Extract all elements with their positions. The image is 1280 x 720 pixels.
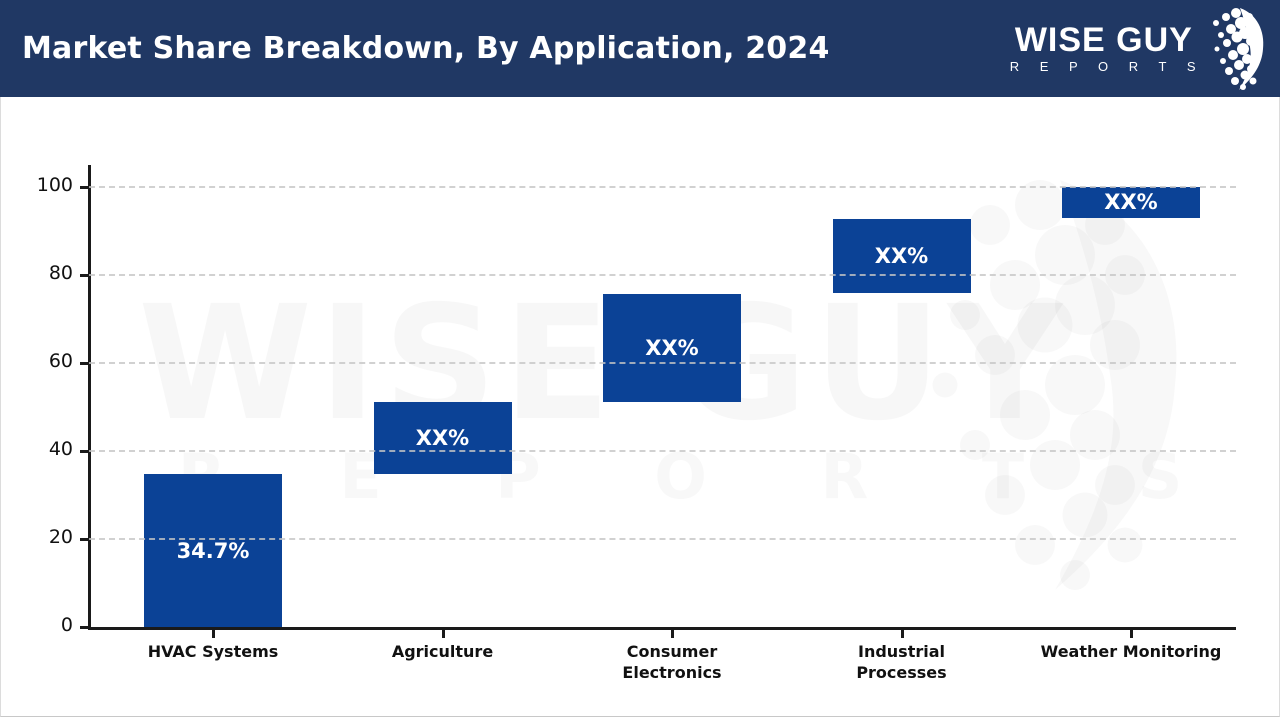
page-title: Market Share Breakdown, By Application, … xyxy=(22,31,830,66)
bar-2: XX% xyxy=(603,293,741,403)
x-tick-0 xyxy=(212,630,215,638)
gridline-60 xyxy=(89,362,1236,364)
bar-value-label: XX% xyxy=(1104,190,1158,215)
bar-value-label: XX% xyxy=(874,244,929,269)
bar-0: 34.7% xyxy=(144,474,282,627)
x-tick-2 xyxy=(671,630,674,638)
bar-value-label: 34.7% xyxy=(176,538,250,563)
gridline-40 xyxy=(89,450,1236,452)
gridline-100 xyxy=(89,186,1236,188)
y-tick-20 xyxy=(80,538,89,541)
y-tick-40 xyxy=(80,450,89,453)
bar-3: XX% xyxy=(832,219,971,294)
y-tick-label-40: 40 xyxy=(48,438,73,460)
brand-logo: WISE GUY R E P O R T S xyxy=(1004,2,1268,95)
y-axis-line xyxy=(88,165,91,630)
y-tick-80 xyxy=(80,274,89,277)
x-label-4: Weather Monitoring xyxy=(1011,642,1251,663)
bar-value-label: XX% xyxy=(415,426,470,451)
brand-subname: R E P O R T S xyxy=(1009,59,1204,75)
x-label-line: Consumer xyxy=(626,642,718,661)
x-label-line: Electronics xyxy=(622,662,722,682)
header-band: Market Share Breakdown, By Application, … xyxy=(0,0,1280,97)
y-tick-label-80: 80 xyxy=(48,262,73,284)
x-label-1: Agriculture xyxy=(323,642,563,663)
y-tick-label-20: 20 xyxy=(48,526,73,548)
x-label-line: Weather Monitoring xyxy=(1040,642,1222,661)
gridline-80 xyxy=(89,274,1236,276)
bar-value-label: XX% xyxy=(645,336,699,361)
x-tick-1 xyxy=(441,630,445,638)
y-tick-0 xyxy=(80,626,89,629)
x-label-2: Consumer Electronics xyxy=(552,642,792,684)
x-label-0: HVAC Systems xyxy=(93,642,333,663)
y-tick-label-0: 0 xyxy=(60,614,73,636)
bar-1: XX% xyxy=(373,402,512,475)
x-label-line: Industrial xyxy=(857,642,945,661)
y-tick-label-100: 100 xyxy=(36,174,73,196)
brand-name: WISE GUY xyxy=(1014,20,1193,59)
dotted-head-profile-icon xyxy=(1213,7,1264,90)
x-label-line: Processes xyxy=(856,662,947,682)
x-label-line: Agriculture xyxy=(391,642,494,661)
x-label-3: Industrial Processes xyxy=(782,642,1022,684)
x-tick-4 xyxy=(1130,630,1133,638)
y-tick-label-60: 60 xyxy=(48,350,73,372)
x-axis-line xyxy=(88,627,1236,630)
y-tick-60 xyxy=(80,362,89,365)
y-tick-100 xyxy=(80,186,89,189)
brand-logo-text: WISE GUY R E P O R T S xyxy=(1004,20,1204,75)
x-label-line: HVAC Systems xyxy=(147,642,279,661)
gridline-20 xyxy=(89,538,1236,540)
x-tick-3 xyxy=(900,630,904,638)
bar-4: XX% xyxy=(1062,187,1200,218)
